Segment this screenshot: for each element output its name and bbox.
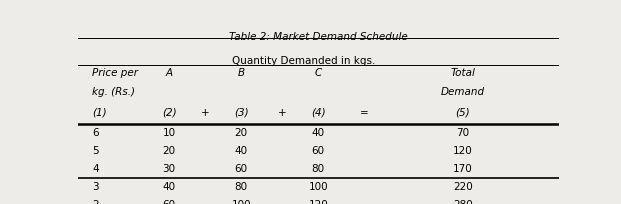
Text: B: B — [238, 69, 245, 79]
Text: 120: 120 — [309, 200, 328, 204]
Text: Quantity Demanded in kgs.: Quantity Demanded in kgs. — [232, 56, 376, 66]
Text: 60: 60 — [312, 146, 325, 156]
Text: +: + — [278, 108, 286, 118]
Text: 2: 2 — [92, 200, 99, 204]
Text: 40: 40 — [312, 128, 325, 138]
Text: A: A — [166, 69, 173, 79]
Text: +: + — [201, 108, 209, 118]
Text: Total: Total — [450, 69, 475, 79]
Text: 3: 3 — [92, 182, 99, 192]
Text: 70: 70 — [456, 128, 469, 138]
Text: C: C — [315, 69, 322, 79]
Text: kg. (Rs.): kg. (Rs.) — [92, 87, 135, 97]
Text: 100: 100 — [309, 182, 328, 192]
Text: 280: 280 — [453, 200, 473, 204]
Text: 60: 60 — [163, 200, 176, 204]
Text: 20: 20 — [235, 128, 248, 138]
Text: 220: 220 — [453, 182, 473, 192]
Text: 20: 20 — [163, 146, 176, 156]
Text: 80: 80 — [235, 182, 248, 192]
Text: 6: 6 — [92, 128, 99, 138]
Text: Price per: Price per — [92, 69, 138, 79]
Text: 10: 10 — [163, 128, 176, 138]
Text: 120: 120 — [453, 146, 473, 156]
Text: 170: 170 — [453, 164, 473, 174]
Text: 100: 100 — [232, 200, 251, 204]
Text: 40: 40 — [163, 182, 176, 192]
Text: 5: 5 — [92, 146, 99, 156]
Text: 80: 80 — [312, 164, 325, 174]
Text: 60: 60 — [235, 164, 248, 174]
Text: (2): (2) — [161, 108, 176, 118]
Text: =: = — [360, 108, 368, 118]
Text: Table 2: Market Demand Schedule: Table 2: Market Demand Schedule — [229, 32, 407, 42]
Text: 30: 30 — [163, 164, 176, 174]
Text: (3): (3) — [234, 108, 248, 118]
Text: 4: 4 — [92, 164, 99, 174]
Text: (1): (1) — [92, 108, 107, 118]
Text: 40: 40 — [235, 146, 248, 156]
Text: (5): (5) — [455, 108, 470, 118]
Text: Demand: Demand — [440, 87, 485, 97]
Text: (4): (4) — [311, 108, 325, 118]
